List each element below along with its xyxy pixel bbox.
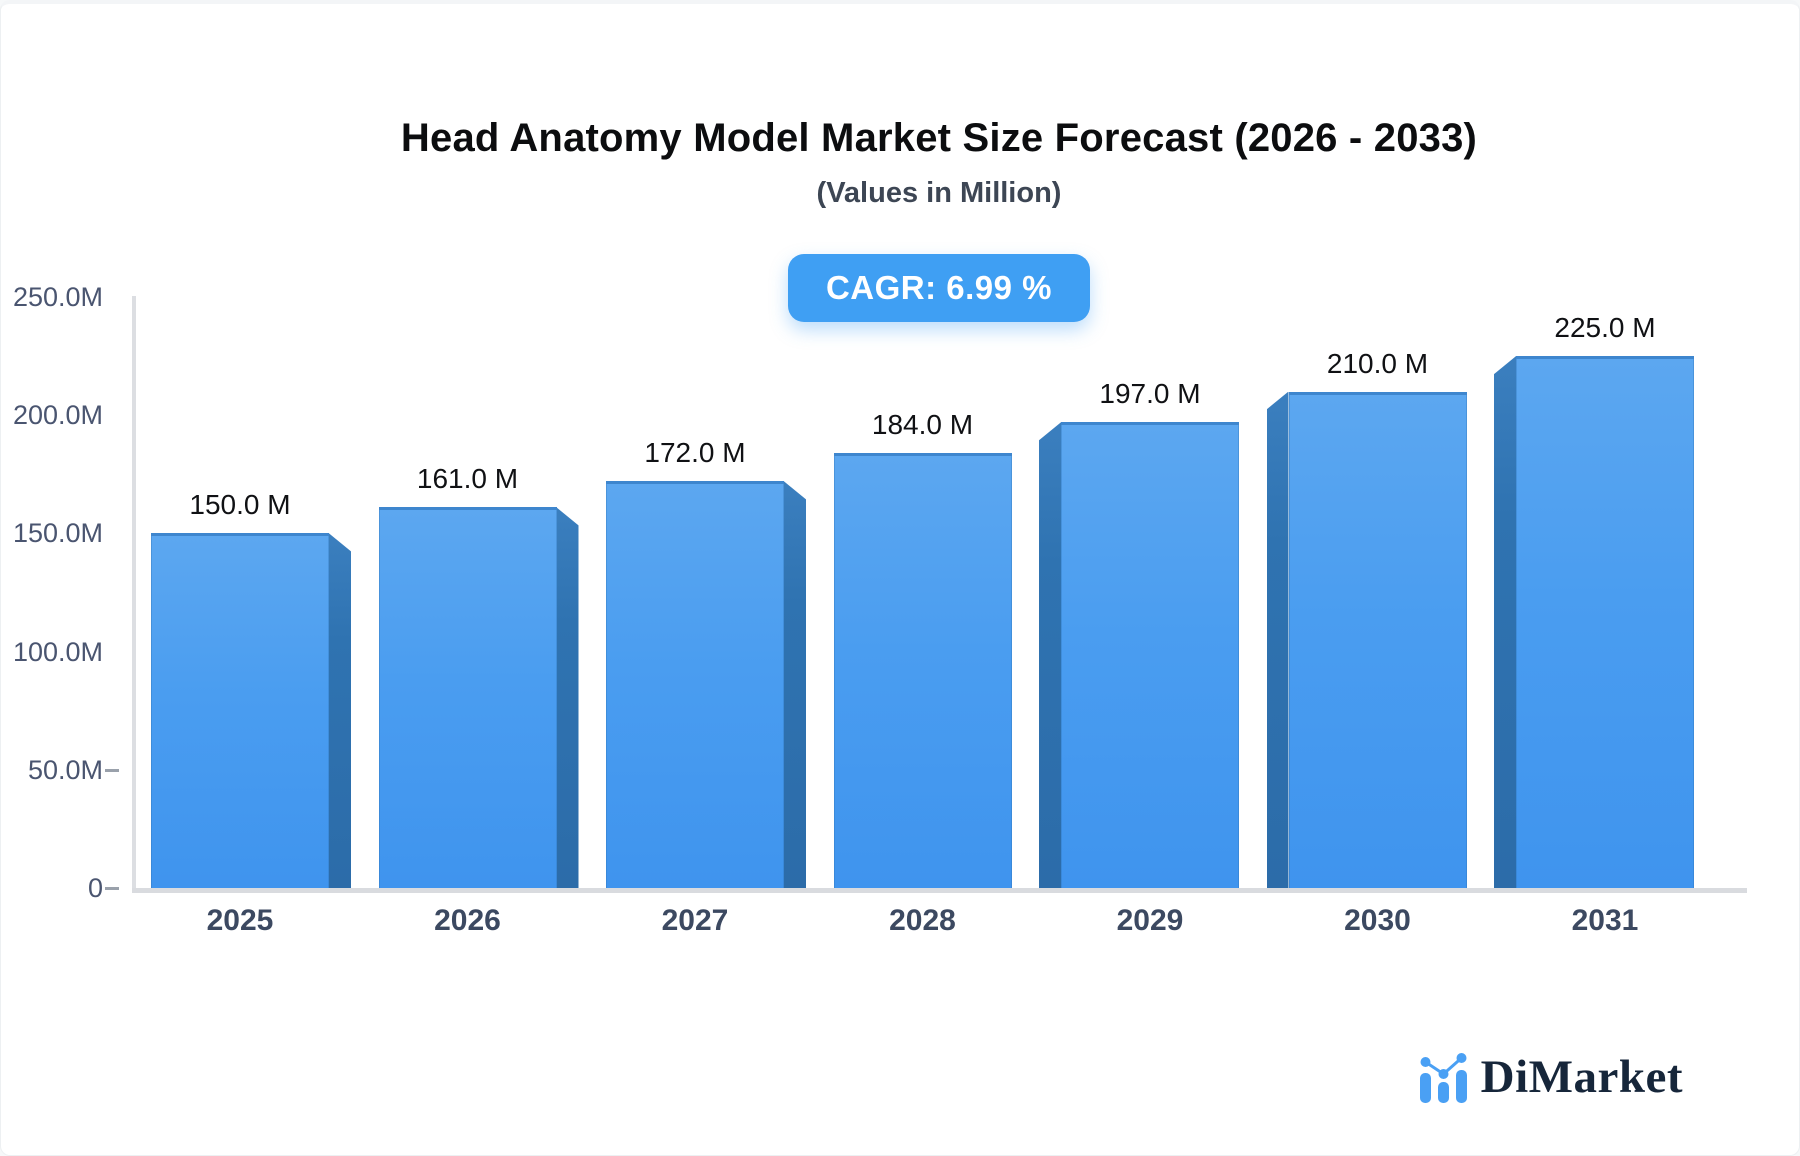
bar-2026 (378, 507, 557, 888)
bar-value-label: 184.0 M (871, 409, 974, 441)
bar-2031 (1516, 356, 1694, 888)
bar-2027 (606, 481, 784, 888)
y-axis-label: 150.0M (12, 518, 103, 549)
brand-logo-text: DiMarket (1480, 1051, 1683, 1103)
bar-value-label: 150.0 M (189, 489, 291, 521)
y-axis-label: 100.0M (12, 636, 103, 667)
y-axis-tick-mark (105, 768, 119, 772)
brand-logo: DiMarket (1417, 1049, 1683, 1105)
bar-value-label: 210.0 M (1326, 347, 1429, 379)
bar-2030 (1288, 391, 1467, 888)
x-axis-label-2027: 2027 (661, 904, 729, 937)
x-axis-label-2025: 2025 (206, 904, 274, 937)
bar-3d-side-2030 (1266, 391, 1289, 888)
y-axis-label: 200.0M (12, 400, 103, 431)
y-axis-tick-mark (105, 887, 119, 890)
bar-2029 (1061, 422, 1239, 888)
y-axis-label: 0 (87, 873, 103, 903)
bar-3d-side-2031 (1494, 356, 1516, 888)
bar-2025 (151, 533, 329, 888)
bar-3d-side-2027 (784, 481, 806, 888)
x-axis-label-2028: 2028 (889, 904, 956, 937)
bar-3d-side-2025 (329, 533, 351, 888)
bar-value-label: 161.0 M (416, 463, 519, 495)
x-axis-label-2026: 2026 (434, 904, 501, 937)
bar-2028 (833, 453, 1012, 888)
chart-title: Head Anatomy Model Market Size Forecast … (400, 116, 1478, 160)
y-axis-label: 50.0M (27, 754, 103, 785)
x-axis-label-2030: 2030 (1344, 904, 1411, 937)
bar-chart-plot: 250.0M 200.0M 150.0M 100.0M 50.0M 0 150.0 M 202… (1, 4, 1799, 1155)
chart-header: Head Anatomy Model Market Size Forecast … (1, 4, 1799, 322)
x-axis-label-2029: 2029 (1116, 904, 1184, 937)
y-axis-line (132, 296, 136, 893)
bar-value-label: 197.0 M (1099, 378, 1201, 410)
x-axis-label-2031: 2031 (1571, 904, 1639, 937)
cagr-badge: CAGR: 6.99 % (787, 254, 1091, 322)
chart-subtitle: (Values in Million) (816, 177, 1062, 209)
x-axis-line (132, 888, 1747, 893)
bar-value-label: 172.0 M (644, 437, 746, 469)
bar-value-label: 225.0 M (1554, 312, 1656, 344)
bar-3d-side-2029 (1039, 422, 1061, 888)
dimarket-logo-icon (1419, 1053, 1467, 1103)
y-axis-label: 250.0M (12, 282, 103, 312)
bar-3d-side-2026 (556, 507, 579, 888)
